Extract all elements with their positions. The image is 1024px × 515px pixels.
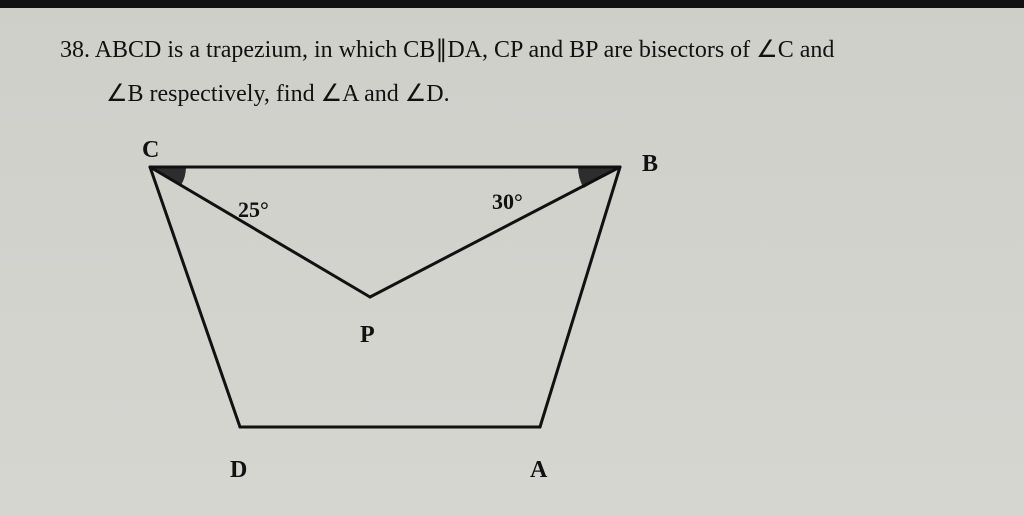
angle-label-30: 30°	[492, 189, 523, 215]
vertex-label-B: B	[642, 151, 658, 178]
trapezium-figure: C B A D P 25° 30°	[120, 127, 720, 477]
angle-D-symbol: ∠D	[405, 81, 444, 107]
vertex-label-A: A	[530, 457, 547, 484]
angle-label-25: 25°	[238, 197, 269, 223]
question-line2-mid: and	[358, 81, 405, 107]
question-line2-part1: respectively, find	[144, 81, 321, 107]
question-line2-end: .	[444, 81, 450, 107]
question-line1-part1: ABCD is a trapezium, in which CB∥DA, CP …	[95, 37, 756, 63]
angle-B-symbol: ∠B	[106, 81, 144, 107]
angle-A-symbol: ∠A	[321, 81, 359, 107]
page-top-border	[0, 0, 1024, 6]
vertex-label-D: D	[230, 457, 247, 484]
angle-C-symbol: ∠C	[756, 37, 794, 63]
vertex-label-C: C	[142, 137, 159, 164]
question-line2: ∠B respectively, find ∠A and ∠D.	[60, 72, 984, 116]
vertex-label-P: P	[360, 322, 375, 349]
question-number: 38.	[60, 37, 90, 63]
page: 38. ABCD is a trapezium, in which CB∥DA,…	[0, 0, 1024, 515]
figure-svg	[120, 127, 720, 477]
question-line1-part2: and	[794, 37, 835, 63]
question-text: 38. ABCD is a trapezium, in which CB∥DA,…	[60, 28, 984, 117]
